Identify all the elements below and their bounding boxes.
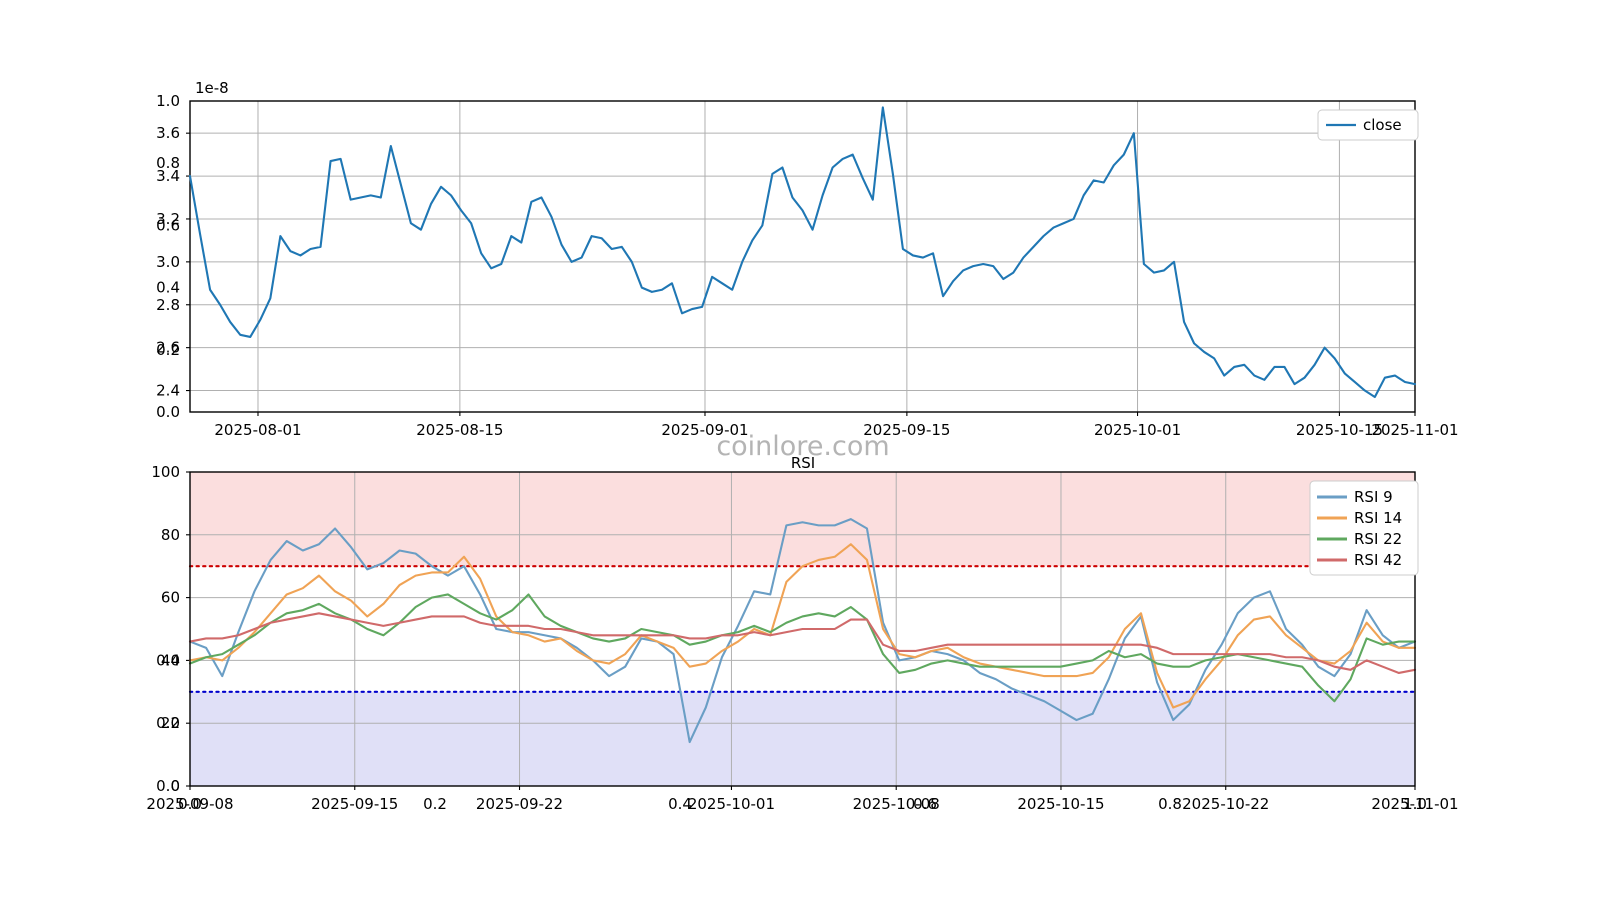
price-legend: close [1317, 109, 1419, 141]
rsi-xtick-label: 2025-10-15 [1017, 795, 1104, 813]
price-xtick-label: 2025-08-01 [214, 421, 301, 439]
price-panel: 2.4 2.6 2.8 3.0 3.2 3.4 3.6 0.0 0.2 0.4 0.6 0.8 1.0 2… [156, 79, 1458, 439]
rsi-legend-label-2: RSI 22 [1354, 530, 1402, 548]
rsi-legend-label-0: RSI 9 [1354, 488, 1393, 506]
price-axes-frame [189, 100, 1416, 413]
price-ytick-label: 3.2 [156, 210, 180, 228]
rsi-axes-frame [189, 471, 1416, 787]
rsi-panel: 0 20 40 60 80 100 0.0 0.2 0.4 2025-09-08 2025-09-1… [146, 463, 1458, 813]
price-ghost-ytick-label: 0.0 [156, 403, 180, 421]
rsi-legend-box [1309, 480, 1419, 576]
oversold-band [190, 691, 1415, 786]
rsi-ghost-ytick-label: 0.4 [156, 651, 180, 669]
rsi-ghost-xtick-label: 0.0 [178, 795, 202, 813]
rsi-ytick-label: 40 [161, 651, 180, 669]
price-ytick-label: 3.4 [156, 167, 180, 185]
price-xtick-label: 2025-08-15 [416, 421, 503, 439]
rsi-series-line-1 [188, 543, 1417, 709]
price-ytick-label: 3.6 [156, 124, 180, 142]
price-y-offset-label: 1e-8 [195, 79, 229, 97]
price-ghost-ytick-label: 1.0 [156, 92, 180, 110]
rsi-ghost-ytick-label: 0.0 [156, 777, 180, 795]
price-ytick-label: 2.4 [156, 382, 180, 400]
rsi-xtick-label: 2025-09-15 [311, 795, 398, 813]
rsi-series-line-0 [188, 518, 1417, 744]
rsi-ghost-xtick-label: 0.8 [1158, 795, 1182, 813]
close-price-line [188, 106, 1417, 399]
rsi-ghost-xtick-label: 0.6 [913, 795, 937, 813]
price-xtick-label: 2025-10-01 [1094, 421, 1181, 439]
rsi-legend-label-1: RSI 14 [1354, 509, 1402, 527]
rsi-ytick-label: 60 [161, 589, 180, 607]
price-ghost-ytick-label: 0.4 [156, 279, 180, 297]
rsi-xtick-label: 2025-10-01 [688, 795, 775, 813]
rsi-panel-title: RSI [791, 454, 815, 472]
price-legend-label: close [1363, 116, 1402, 134]
price-ytick-label: 2.8 [156, 296, 180, 314]
price-ghost-ytick-label: 0.8 [156, 154, 180, 172]
rsi-legend-label-3: RSI 42 [1354, 551, 1402, 569]
rsi-ytick-label: 20 [161, 714, 180, 732]
price-xtick-label: 2025-09-15 [863, 421, 950, 439]
rsi-ghost-xtick-label: 1.0 [1403, 795, 1427, 813]
rsi-ghost-xtick-label: 0.2 [423, 795, 447, 813]
price-xtick-label: 2025-10-15 [1296, 421, 1383, 439]
rsi-ytick-label: 80 [161, 526, 180, 544]
price-ghost-ytick-label: 0.2 [156, 341, 180, 359]
price-legend-box [1317, 109, 1419, 141]
rsi-xtick-label: 2025-09-22 [476, 795, 563, 813]
rsi-xtick-label: 2025-09-08 [146, 795, 233, 813]
rsi-series-line-2 [188, 593, 1417, 703]
rsi-xtick-label: 2025-11-01 [1371, 795, 1458, 813]
price-ytick-label: 3.0 [156, 253, 180, 271]
rsi-legend: RSI 9 RSI 14 RSI 22 RSI 42 [1309, 480, 1419, 576]
rsi-ytick-label: 0 [170, 777, 180, 795]
rsi-series-line-3 [188, 612, 1417, 675]
rsi-ghost-xtick-label: 0.4 [668, 795, 692, 813]
watermark: coinlore.com [716, 431, 889, 462]
rsi-xtick-label: 2025-10-22 [1182, 795, 1269, 813]
overbought-band [190, 472, 1415, 567]
rsi-ghost-ytick-label: 0.2 [156, 714, 180, 732]
price-ytick-label: 2.6 [156, 339, 180, 357]
price-xtick-label: 2025-11-01 [1371, 421, 1458, 439]
price-xtick-label: 2025-09-01 [661, 421, 748, 439]
rsi-xtick-label: 2025-10-08 [853, 795, 940, 813]
price-ghost-ytick-label: 0.6 [156, 216, 180, 234]
rsi-ytick-label: 100 [151, 463, 180, 481]
